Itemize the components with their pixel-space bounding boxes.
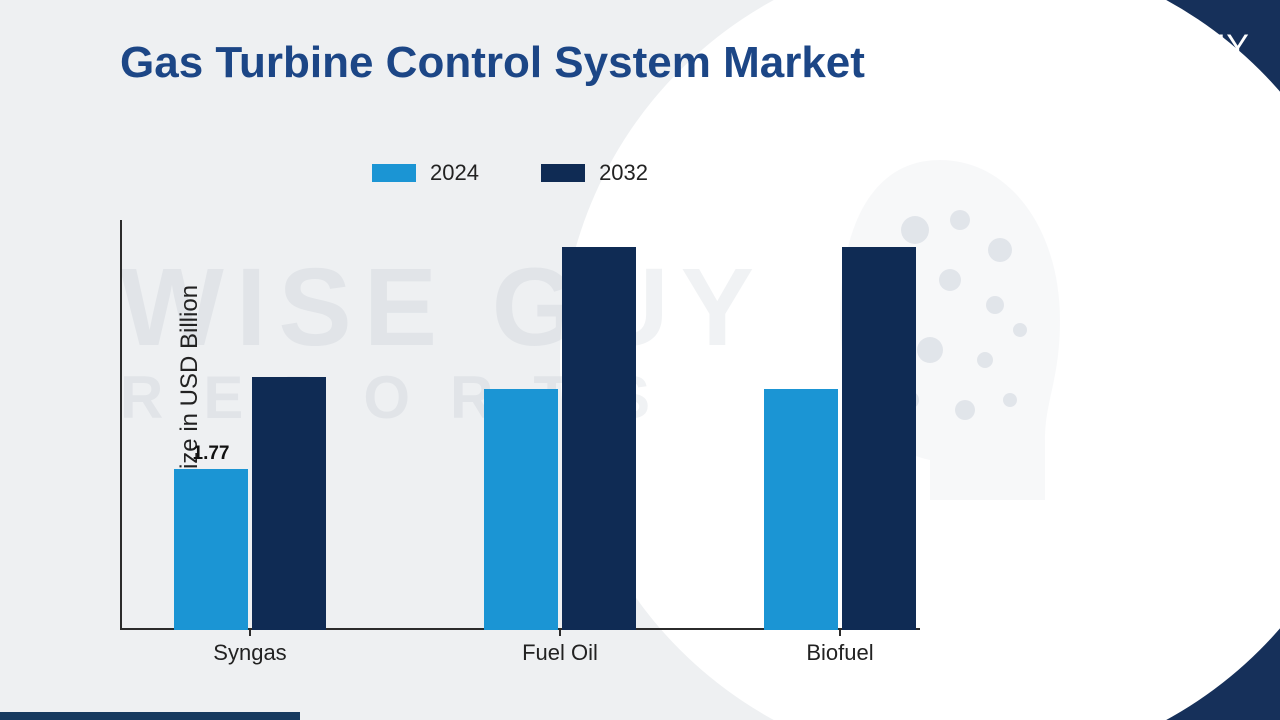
bottom-accent-bar bbox=[0, 712, 300, 720]
bar-group bbox=[484, 247, 636, 630]
bar-group bbox=[174, 377, 326, 630]
brand-logo: WISE GUY REPORTS bbox=[1072, 28, 1250, 85]
brand-head-icon bbox=[1176, 34, 1246, 104]
bar-group bbox=[764, 247, 916, 630]
bar bbox=[842, 247, 916, 630]
bar bbox=[562, 247, 636, 630]
bar bbox=[764, 389, 838, 630]
x-axis-category-label: Syngas bbox=[213, 640, 286, 666]
legend: 2024 2032 bbox=[100, 160, 920, 188]
legend-label-2024: 2024 bbox=[430, 160, 479, 186]
bar bbox=[252, 377, 326, 630]
plot-region: Market Size in USD Billion SyngasFuel Oi… bbox=[120, 220, 920, 630]
legend-swatch-2032 bbox=[541, 164, 585, 182]
x-axis-category-label: Fuel Oil bbox=[522, 640, 598, 666]
bar bbox=[484, 389, 558, 630]
chart-canvas: WISE GUY REPORTS Gas Turbine Control Sys… bbox=[0, 0, 1280, 720]
y-axis-line bbox=[120, 220, 122, 630]
chart-area: 2024 2032 Market Size in USD Billion Syn… bbox=[100, 140, 920, 680]
x-axis-category-label: Biofuel bbox=[806, 640, 873, 666]
chart-title: Gas Turbine Control System Market bbox=[120, 38, 865, 88]
x-tick bbox=[249, 628, 251, 636]
x-tick bbox=[559, 628, 561, 636]
legend-item-2032: 2032 bbox=[541, 160, 648, 186]
bar-value-label: 1.77 bbox=[193, 443, 230, 465]
legend-swatch-2024 bbox=[372, 164, 416, 182]
legend-label-2032: 2032 bbox=[599, 160, 648, 186]
bar bbox=[174, 469, 248, 630]
x-tick bbox=[839, 628, 841, 636]
legend-item-2024: 2024 bbox=[372, 160, 479, 186]
